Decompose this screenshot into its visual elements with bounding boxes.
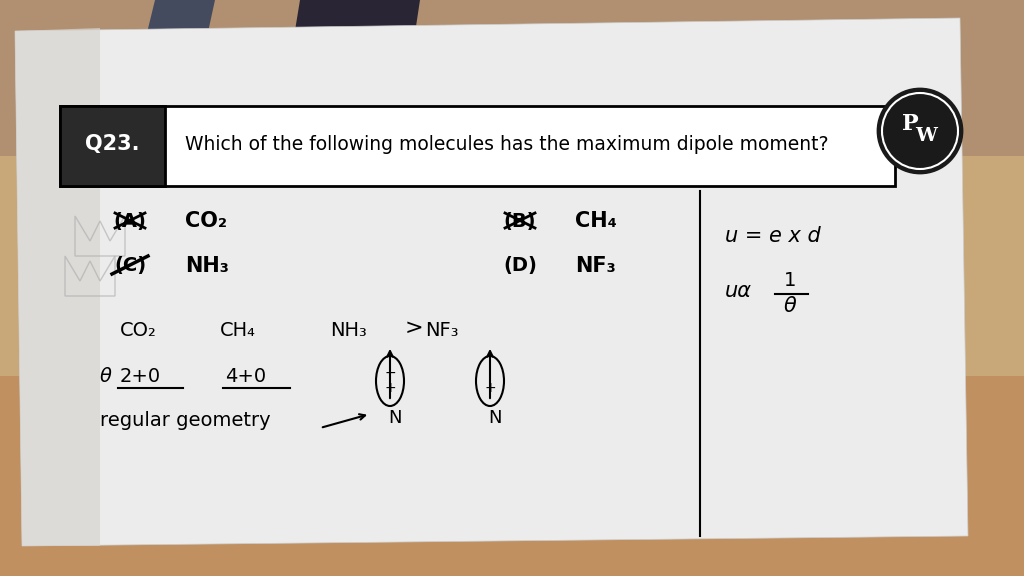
Text: >: > xyxy=(406,318,424,338)
FancyBboxPatch shape xyxy=(60,106,895,186)
Circle shape xyxy=(882,93,958,169)
Text: uα: uα xyxy=(725,281,752,301)
Text: CH₄: CH₄ xyxy=(575,211,616,231)
Text: NH₃: NH₃ xyxy=(185,256,229,276)
Text: regular geometry: regular geometry xyxy=(100,411,270,430)
Polygon shape xyxy=(0,0,1024,156)
Text: 4+0: 4+0 xyxy=(225,366,266,385)
Text: θ: θ xyxy=(783,296,797,316)
Text: CH₄: CH₄ xyxy=(220,321,256,340)
Text: (B): (B) xyxy=(504,211,537,230)
Text: −: − xyxy=(384,366,396,380)
Text: 1: 1 xyxy=(783,271,797,290)
Text: θ: θ xyxy=(100,366,112,385)
Polygon shape xyxy=(145,0,215,46)
Text: NF₃: NF₃ xyxy=(575,256,615,276)
Text: +: + xyxy=(484,381,496,395)
Text: Q23.: Q23. xyxy=(85,134,139,154)
Polygon shape xyxy=(15,28,100,546)
Polygon shape xyxy=(0,376,1024,576)
Text: Which of the following molecules has the maximum dipole moment?: Which of the following molecules has the… xyxy=(185,135,828,153)
Text: W: W xyxy=(915,127,937,145)
Text: +: + xyxy=(384,381,396,395)
Text: (A): (A) xyxy=(114,211,146,230)
Polygon shape xyxy=(0,156,1024,376)
Text: u = e x d: u = e x d xyxy=(725,226,821,246)
Text: N: N xyxy=(388,409,401,427)
Text: CO₂: CO₂ xyxy=(120,321,157,340)
Text: NH₃: NH₃ xyxy=(330,321,367,340)
Text: N: N xyxy=(488,409,502,427)
Text: CO₂: CO₂ xyxy=(185,211,227,231)
Polygon shape xyxy=(290,0,420,66)
FancyBboxPatch shape xyxy=(60,106,165,186)
Text: (C): (C) xyxy=(114,256,146,275)
Text: (D): (D) xyxy=(503,256,537,275)
Circle shape xyxy=(878,89,962,173)
Text: P: P xyxy=(902,113,919,135)
Polygon shape xyxy=(15,18,968,546)
Text: NF₃: NF₃ xyxy=(425,321,459,340)
Text: 2+0: 2+0 xyxy=(120,366,161,385)
